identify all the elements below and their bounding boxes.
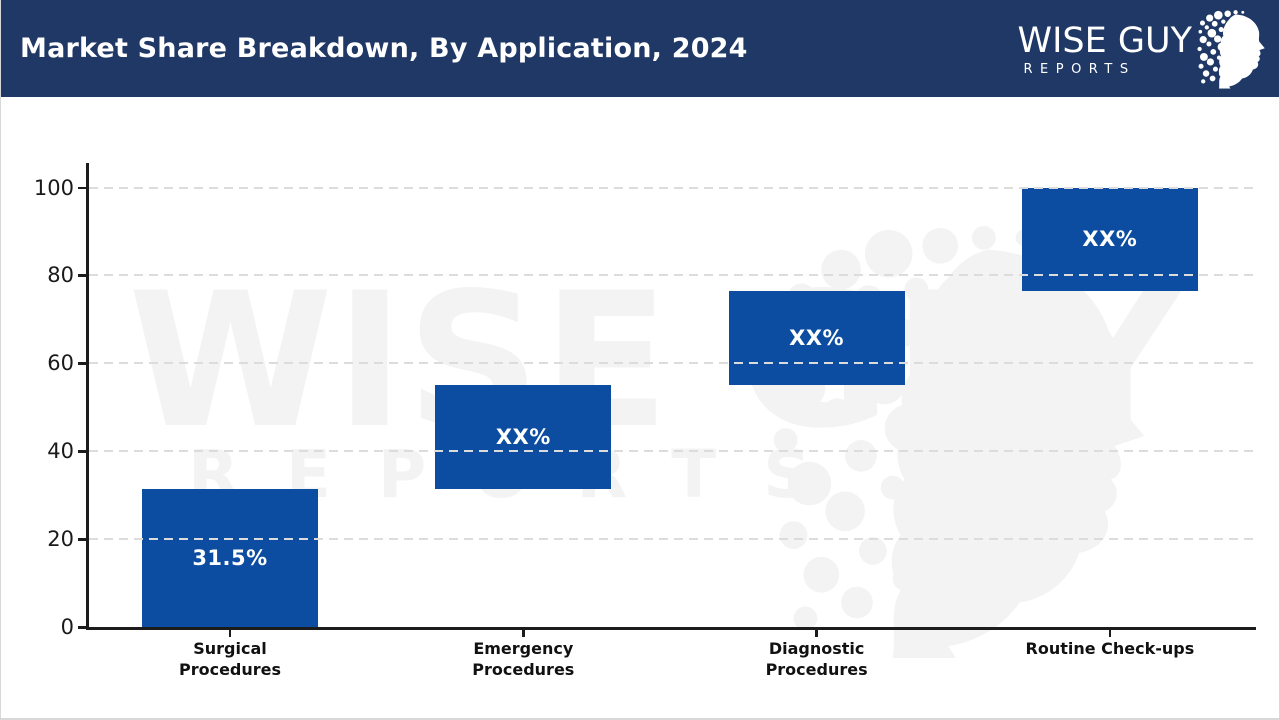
bar-value-label-3: XX% <box>1082 227 1138 252</box>
bar-0: 31.5% <box>142 488 318 627</box>
y-tick-label-60: 60 <box>47 351 74 376</box>
y-tick-60 <box>78 362 86 365</box>
y-tick-label-100: 100 <box>33 175 74 200</box>
category-label-3: Routine Check-ups <box>1025 639 1195 658</box>
gridline-60 <box>89 362 1256 365</box>
y-tick-label-0: 0 <box>60 615 74 639</box>
logo-subtext: REPORTS <box>1023 61 1136 77</box>
x-tick-2 <box>815 629 818 637</box>
wiseguy-logo: WISE GUY REPORTS <box>1017 6 1268 92</box>
bar-1: XX% <box>435 385 612 489</box>
y-tick-100 <box>78 186 86 190</box>
gridline-100 <box>89 186 1256 189</box>
category-label-0: Surgical Procedures <box>178 639 282 679</box>
y-tick-80 <box>78 274 86 277</box>
y-axis-line <box>86 163 89 629</box>
page-title: Market Share Breakdown, By Application, … <box>20 33 748 64</box>
y-tick-0 <box>78 626 86 629</box>
gridline-20 <box>89 538 1256 541</box>
gridline-80 <box>89 274 1256 277</box>
y-tick-20 <box>78 538 86 541</box>
x-tick-1 <box>522 629 525 637</box>
y-tick-label-80: 80 <box>47 263 74 288</box>
y-tick-40 <box>78 450 86 453</box>
x-tick-3 <box>1108 629 1112 637</box>
logo-wordmark: WISE GUY <box>1017 20 1192 61</box>
header-bar: Market Share Breakdown, By Application, … <box>0 0 1280 97</box>
bar-value-label-1: XX% <box>495 424 551 449</box>
x-axis-line <box>86 626 1256 630</box>
x-tick-0 <box>228 629 232 637</box>
bar-value-label-2: XX% <box>789 326 845 351</box>
y-tick-label-40: 40 <box>47 439 74 464</box>
y-tick-label-20: 20 <box>47 527 74 552</box>
logo-text: WISE GUY REPORTS <box>1017 22 1192 77</box>
head-profile-icon <box>1196 9 1268 89</box>
gridline-40 <box>89 450 1256 453</box>
category-label-1: Emergency Procedures <box>472 639 575 679</box>
bar-value-label-0: 31.5% <box>192 545 268 570</box>
category-label-2: Diagnostic Procedures <box>765 639 868 679</box>
bar-2: XX% <box>728 290 905 386</box>
